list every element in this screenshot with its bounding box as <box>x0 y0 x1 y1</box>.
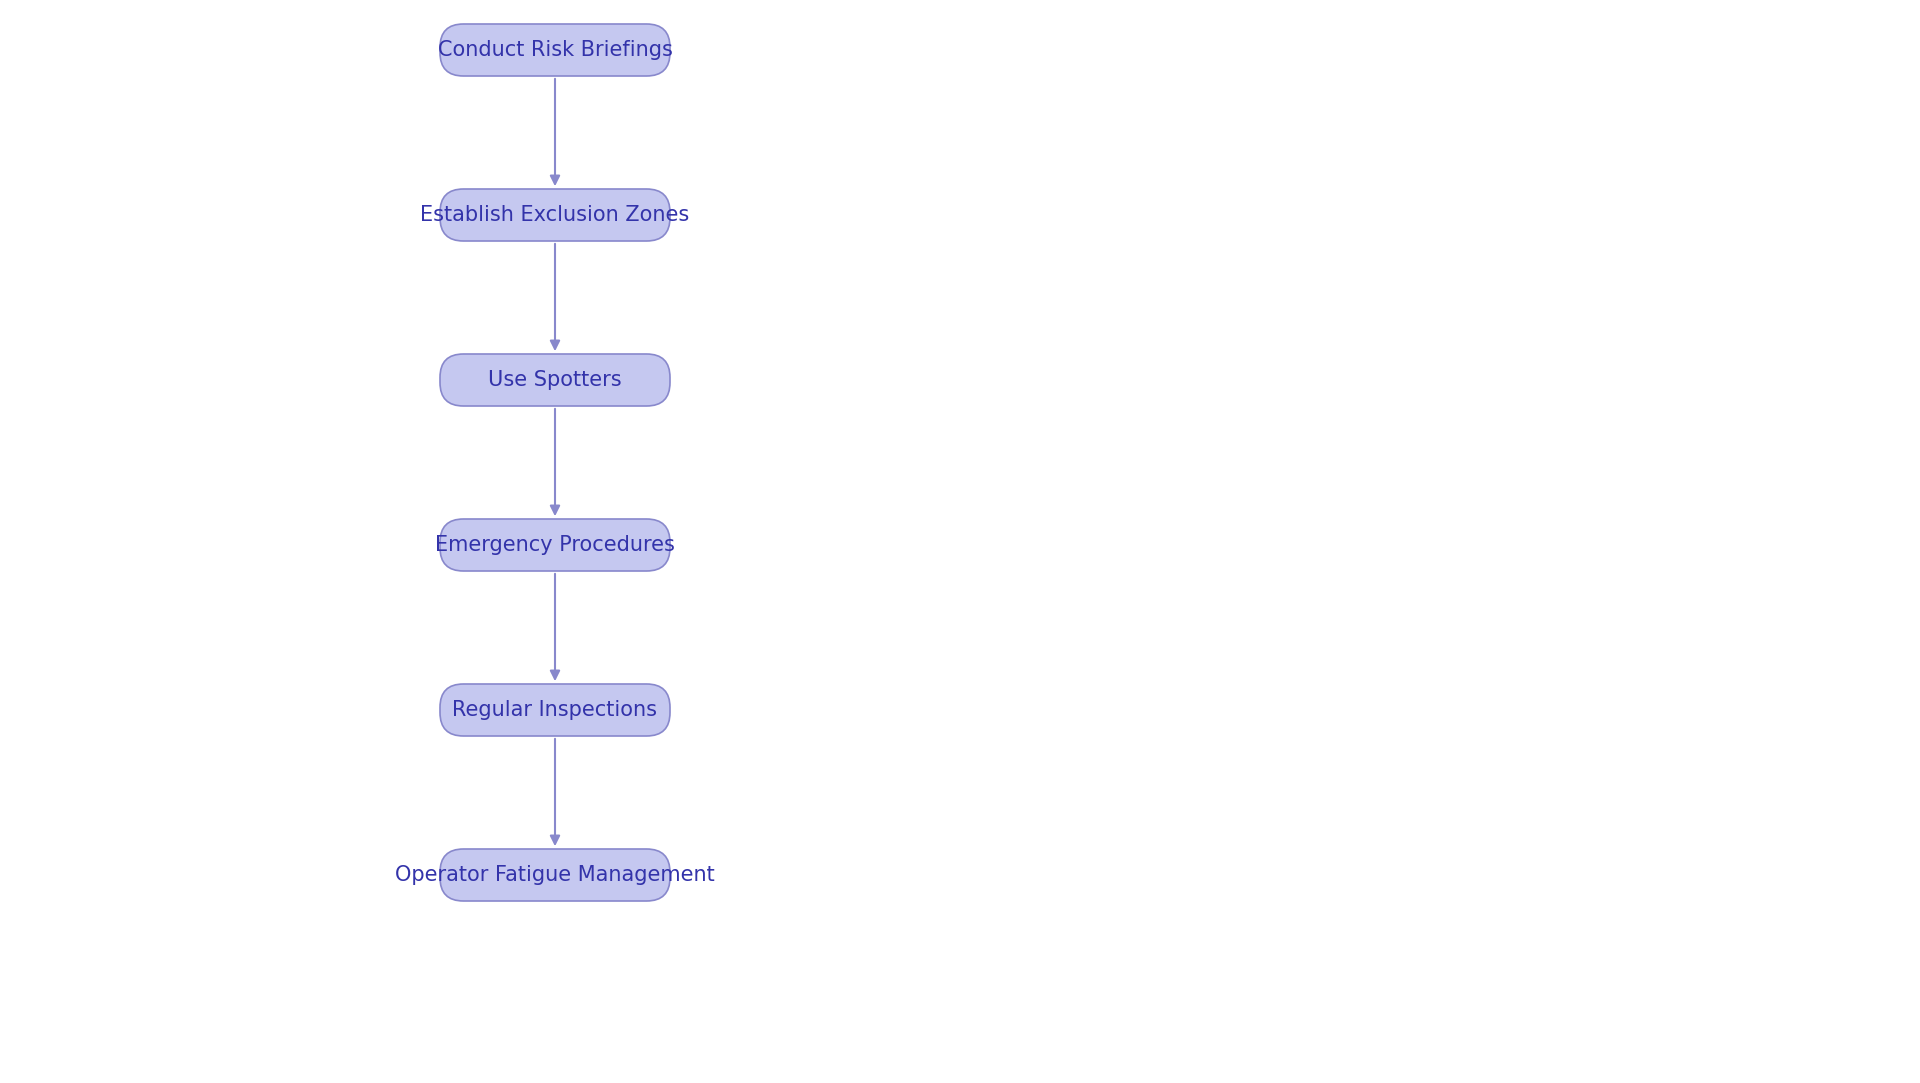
FancyBboxPatch shape <box>440 519 670 571</box>
Text: Emergency Procedures: Emergency Procedures <box>436 535 676 554</box>
Text: Establish Exclusion Zones: Establish Exclusion Zones <box>420 205 689 225</box>
FancyBboxPatch shape <box>440 190 670 242</box>
Text: Regular Inspections: Regular Inspections <box>453 700 657 720</box>
FancyBboxPatch shape <box>440 354 670 406</box>
FancyBboxPatch shape <box>440 849 670 901</box>
Text: Conduct Risk Briefings: Conduct Risk Briefings <box>438 40 672 60</box>
FancyBboxPatch shape <box>440 24 670 76</box>
FancyBboxPatch shape <box>440 684 670 736</box>
Text: Use Spotters: Use Spotters <box>488 370 622 390</box>
Text: Operator Fatigue Management: Operator Fatigue Management <box>396 865 714 885</box>
